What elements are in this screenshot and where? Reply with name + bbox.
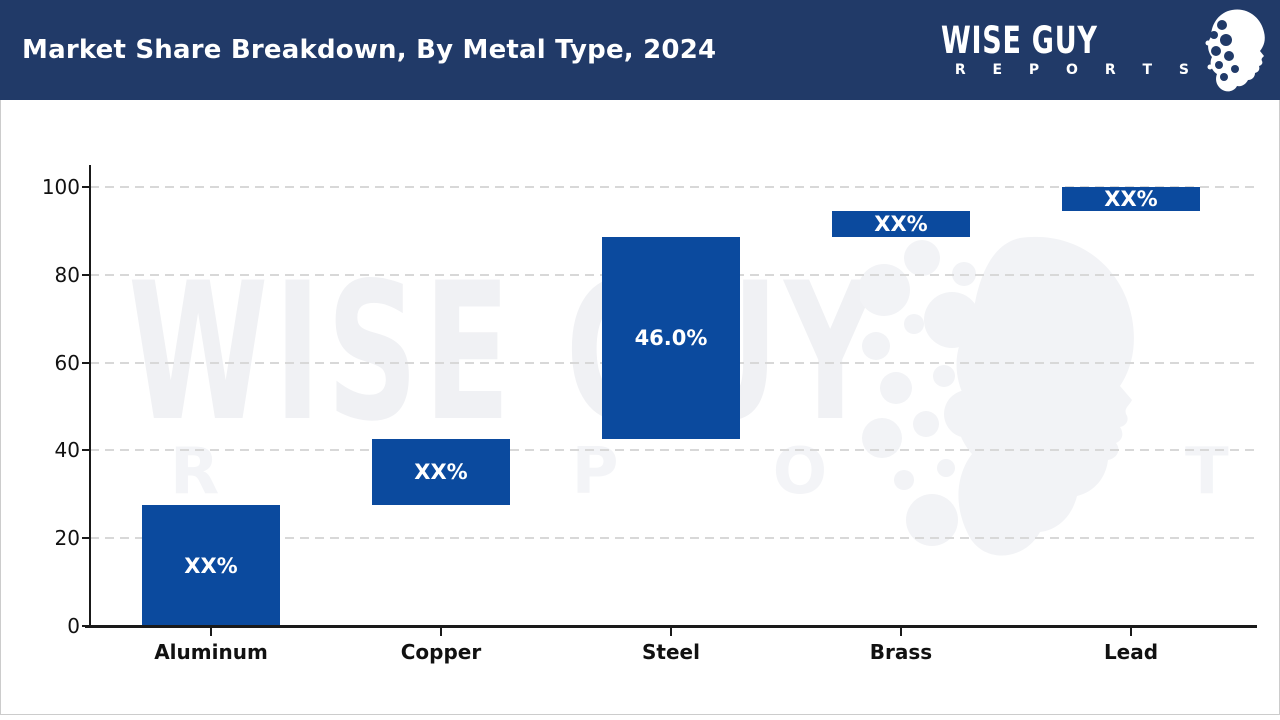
x-axis-tick [440, 628, 442, 636]
page-title: Market Share Breakdown, By Metal Type, 2… [22, 35, 717, 65]
bar-label: XX% [414, 460, 468, 485]
gridline [90, 449, 1256, 452]
bar-lead: XX% [1062, 187, 1200, 212]
wiseguy-head-icon [1205, 9, 1265, 92]
bar-label: XX% [874, 212, 928, 237]
bar-aluminum: XX% [142, 505, 280, 626]
bar-label: XX% [184, 553, 238, 578]
x-tick-label: Lead [1103, 640, 1159, 664]
x-axis-tick [900, 628, 902, 636]
x-tick-label: Steel [642, 640, 700, 664]
gridline [90, 537, 1256, 540]
header: Market Share Breakdown, By Metal Type, 2… [0, 0, 1280, 100]
y-tick-label: 0 [67, 614, 80, 638]
x-axis-tick [1130, 628, 1132, 636]
y-axis-tick [82, 361, 90, 364]
x-tick-label: Copper [400, 640, 482, 664]
x-axis-tick [670, 628, 672, 636]
watermark-wordmark: WISE GUY [128, 242, 882, 463]
wiseguy-logo: WISE GUY R E P O R T S [941, 7, 1266, 93]
logo-text: WISE GUY R E P O R T S [941, 22, 1200, 78]
y-tick-label: 100 [41, 175, 80, 199]
x-tick-label: Aluminum [154, 640, 268, 664]
y-tick-label: 60 [54, 350, 80, 375]
y-axis-tick [82, 537, 90, 540]
y-axis-tick [82, 186, 90, 188]
bar-copper: XX% [372, 439, 510, 506]
y-axis [89, 165, 91, 628]
y-tick-label: 20 [54, 526, 80, 551]
bar-label: XX% [1104, 187, 1158, 212]
x-axis-tick [210, 628, 212, 636]
y-axis-tick [82, 273, 90, 276]
bar-steel: 46.0% [602, 237, 740, 440]
y-axis-tick [82, 449, 90, 452]
bar-brass: XX% [832, 211, 970, 238]
watermark-head-icon [860, 236, 1134, 556]
y-tick-label: 40 [54, 438, 80, 463]
logo-wordmark: WISE GUY [940, 19, 1098, 62]
gridline [90, 186, 1256, 188]
x-axis [85, 625, 1257, 628]
logo-subtext: R E P O R T S [954, 62, 1200, 78]
bar-label: 46.0% [634, 326, 708, 351]
y-tick-label: 80 [54, 262, 80, 287]
x-tick-label: Brass [869, 640, 933, 664]
